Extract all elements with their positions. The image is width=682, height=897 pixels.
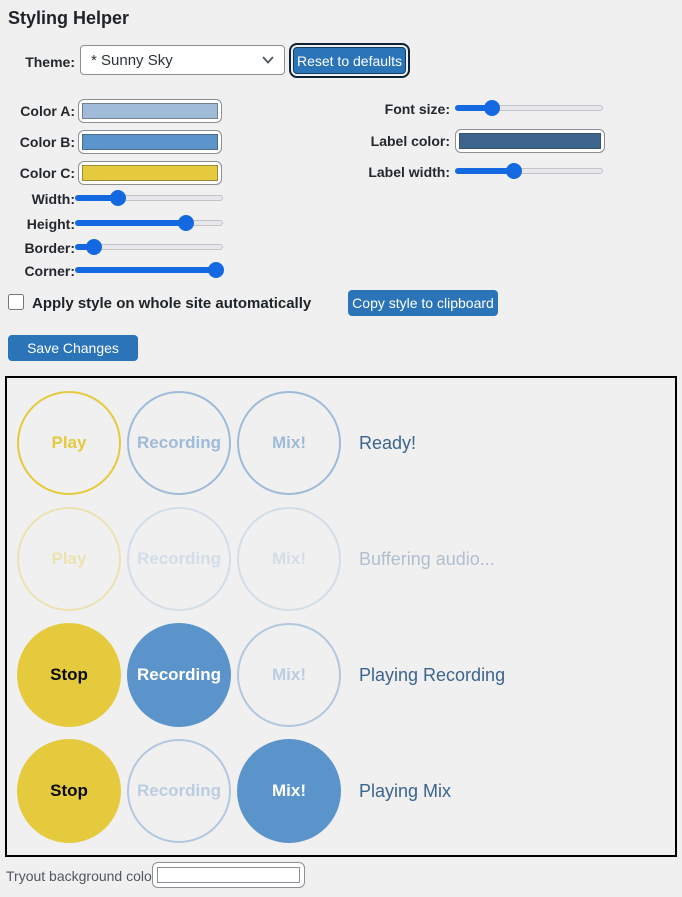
label-width-slider[interactable] — [455, 163, 603, 179]
label-color-swatch[interactable] — [455, 129, 605, 153]
color-b-value — [82, 134, 218, 150]
mix-button[interactable]: Mix! — [237, 507, 341, 611]
color-a-value — [82, 103, 218, 119]
font-size-slider[interactable] — [455, 100, 603, 116]
status-text-playing-recording: Playing Recording — [359, 664, 506, 685]
tryout-background-value — [157, 867, 300, 883]
status-text-playing-mix: Playing Mix — [359, 780, 452, 801]
color-a-swatch[interactable] — [78, 99, 222, 123]
color-b-swatch[interactable] — [78, 130, 222, 154]
corner-slider[interactable] — [75, 262, 224, 278]
width-slider[interactable] — [75, 190, 223, 206]
mix-button-label: Mix! — [272, 433, 306, 452]
slider-thumb[interactable] — [178, 215, 194, 231]
chevron-down-icon — [262, 56, 274, 64]
stop-button[interactable]: Stop — [17, 739, 121, 843]
color-b-label: Color B: — [19, 134, 75, 150]
slider-fill — [75, 244, 95, 250]
status-text-buffering: Buffering audio... — [359, 548, 495, 569]
stop-button-label: Stop — [50, 665, 88, 684]
color-c-value — [82, 165, 218, 181]
width-label: Width: — [31, 191, 75, 207]
recording-button[interactable]: Recording — [127, 391, 231, 495]
tryout-background-swatch[interactable] — [152, 862, 305, 888]
recording-button[interactable]: Recording — [127, 507, 231, 611]
height-label: Height: — [26, 216, 75, 232]
play-button[interactable]: Play — [17, 391, 121, 495]
border-label: Border: — [24, 240, 75, 256]
stop-button-label: Stop — [50, 781, 88, 800]
mix-button[interactable]: Mix! — [237, 391, 341, 495]
label-width-label: Label width: — [368, 164, 450, 180]
slider-fill — [455, 168, 515, 174]
apply-style-checkbox[interactable] — [8, 294, 24, 310]
recording-button[interactable]: Recording — [127, 739, 231, 843]
apply-style-label: Apply style on whole site automatically — [32, 295, 312, 312]
mix-button-label: Mix! — [272, 665, 306, 684]
height-slider[interactable] — [75, 215, 223, 231]
play-button[interactable]: Play — [17, 507, 121, 611]
reset-to-defaults-button[interactable]: Reset to defaults — [293, 47, 406, 74]
mix-button-label: Mix! — [272, 549, 306, 568]
corner-label: Corner: — [24, 263, 75, 279]
tryout-background-label: Tryout background color: — [6, 868, 161, 884]
status-text-ready: Ready! — [359, 432, 417, 453]
slider-thumb[interactable] — [484, 100, 500, 116]
border-slider[interactable] — [75, 239, 223, 255]
slider-thumb[interactable] — [109, 190, 126, 206]
recording-button-label: Recording — [136, 781, 222, 800]
preview-panel: Play Recording Mix! Ready! Play Recordin… — [5, 376, 677, 857]
font-size-label: Font size: — [384, 101, 450, 117]
preview-row-playing-recording: Stop Recording Mix! Playing Recording — [17, 623, 667, 727]
play-button-label: Play — [51, 549, 87, 568]
color-a-label: Color A: — [20, 103, 75, 119]
color-c-swatch[interactable] — [78, 161, 222, 185]
play-button-label: Play — [51, 433, 87, 452]
recording-button-label: Recording — [136, 433, 222, 452]
theme-select-value: * Sunny Sky — [91, 51, 173, 69]
stop-button[interactable]: Stop — [17, 623, 121, 727]
preview-row-ready: Play Recording Mix! Ready! — [17, 391, 667, 495]
preview-row-buffering: Play Recording Mix! Buffering audio... — [17, 507, 667, 611]
mix-button-label: Mix! — [272, 781, 306, 800]
copy-style-button[interactable]: Copy style to clipboard — [348, 290, 498, 316]
recording-button-label: Recording — [136, 665, 222, 684]
slider-thumb[interactable] — [207, 262, 224, 278]
theme-select[interactable]: * Sunny Sky — [80, 45, 285, 75]
color-c-label: Color C: — [19, 165, 75, 181]
label-color-label: Label color: — [370, 133, 450, 149]
preview-row-playing-mix: Stop Recording Mix! Playing Mix — [17, 739, 667, 843]
slider-fill — [75, 195, 118, 201]
recording-button[interactable]: Recording — [127, 623, 231, 727]
theme-label: Theme: — [25, 54, 75, 70]
slider-thumb[interactable] — [86, 239, 103, 255]
save-changes-button[interactable]: Save Changes — [8, 335, 138, 361]
slider-fill — [75, 220, 186, 226]
slider-thumb[interactable] — [506, 163, 523, 179]
slider-fill — [75, 267, 216, 273]
mix-button[interactable]: Mix! — [237, 739, 341, 843]
recording-button-label: Recording — [136, 549, 222, 568]
mix-button[interactable]: Mix! — [237, 623, 341, 727]
page-title: Styling Helper — [8, 8, 130, 28]
slider-fill — [455, 105, 492, 111]
label-color-value — [459, 133, 601, 149]
